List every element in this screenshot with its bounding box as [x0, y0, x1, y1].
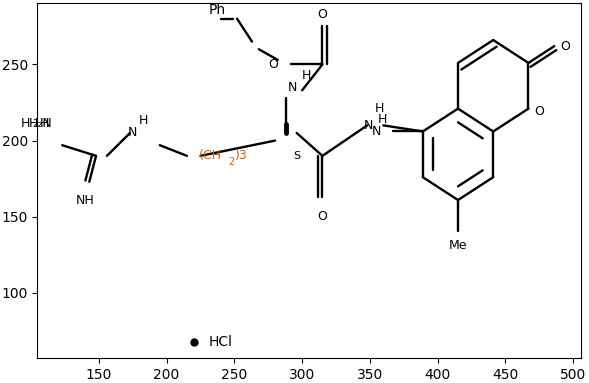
Text: H: H — [375, 102, 384, 115]
Text: O: O — [560, 40, 570, 52]
Text: H: H — [302, 69, 311, 82]
Text: )3: )3 — [235, 149, 247, 162]
Text: H: H — [21, 117, 30, 130]
Text: S: S — [293, 151, 300, 161]
Text: O: O — [534, 105, 544, 118]
Text: 2: 2 — [229, 157, 235, 167]
Text: N: N — [364, 119, 373, 132]
Text: (CH: (CH — [198, 149, 221, 162]
Text: H: H — [40, 117, 49, 130]
Text: H: H — [378, 113, 387, 126]
Text: H₂N: H₂N — [29, 117, 52, 130]
Text: O: O — [317, 210, 327, 223]
Text: HCl: HCl — [209, 335, 233, 349]
Text: 2: 2 — [32, 119, 38, 129]
Text: N: N — [128, 126, 137, 139]
Text: N: N — [288, 81, 297, 94]
Text: H: H — [139, 114, 148, 127]
Text: Me: Me — [449, 239, 467, 252]
Text: O: O — [269, 58, 279, 71]
Text: Ph: Ph — [208, 3, 225, 16]
Text: O: O — [317, 8, 327, 21]
Text: N: N — [372, 125, 381, 138]
Text: NH: NH — [76, 193, 95, 206]
